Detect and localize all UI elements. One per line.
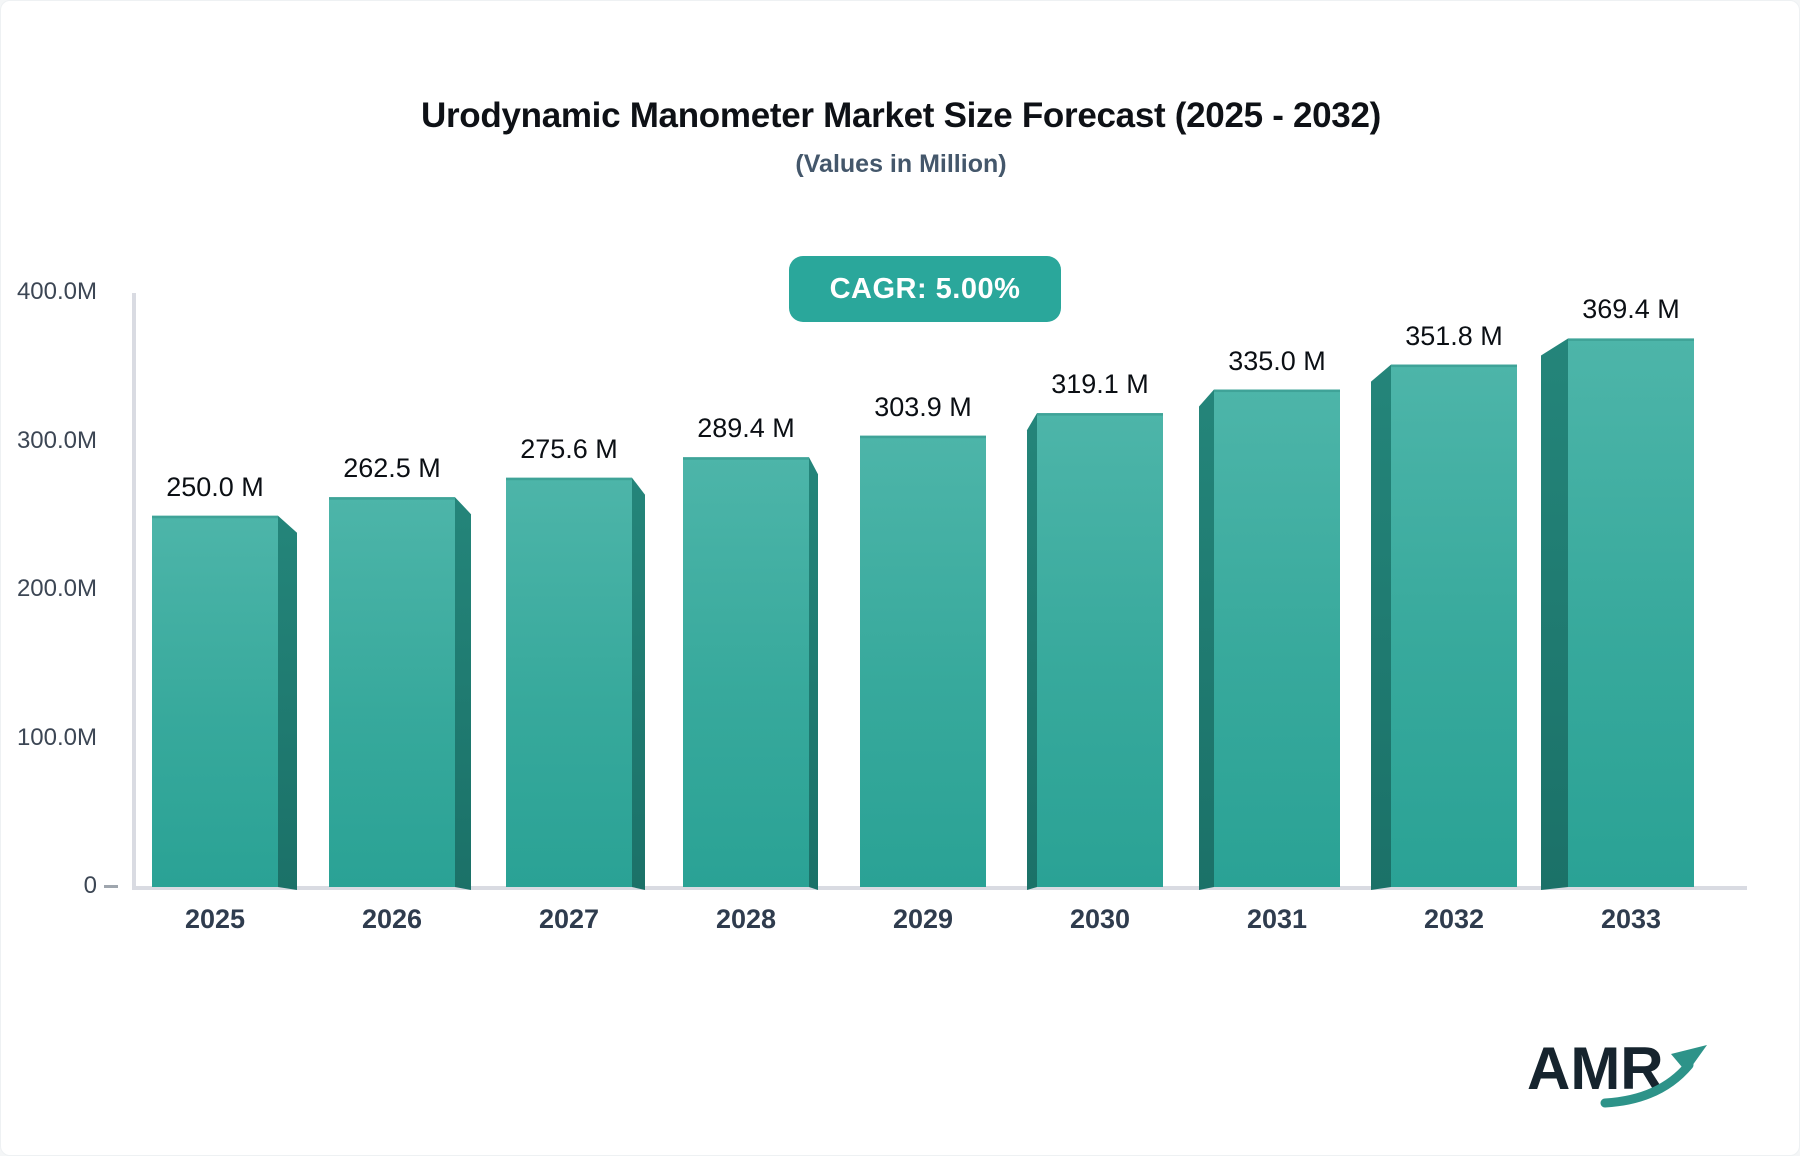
bar-2026[interactable] bbox=[329, 497, 471, 890]
bar-front-face bbox=[860, 435, 986, 887]
bar-value-label-2026: 262.5 M bbox=[343, 453, 441, 484]
bar-value-label-2033: 369.4 M bbox=[1582, 294, 1680, 325]
bar-top-edge bbox=[1037, 413, 1163, 416]
bar-side-face bbox=[1027, 413, 1037, 890]
bar-top-edge bbox=[1391, 364, 1517, 368]
bar-2028[interactable] bbox=[683, 457, 818, 890]
bar-value-label-2030: 319.1 M bbox=[1051, 369, 1149, 400]
bar-front-face bbox=[1568, 338, 1694, 887]
bar-front-face bbox=[683, 457, 809, 887]
bar-2033[interactable] bbox=[1541, 338, 1694, 890]
bar-2032[interactable] bbox=[1371, 364, 1517, 890]
bar-value-label-2032: 351.8 M bbox=[1405, 320, 1503, 351]
y-tick-label-200.0M: 200.0M bbox=[16, 575, 97, 602]
chart-subtitle: (Values in Million) bbox=[795, 150, 1007, 178]
x-tick-label-2032: 2032 bbox=[1423, 904, 1485, 934]
bar-front-face bbox=[1391, 364, 1517, 887]
bar-front-face bbox=[506, 477, 632, 887]
bar-value-label-2027: 275.6 M bbox=[520, 433, 618, 464]
y-tick-label-300.0M: 300.0M bbox=[16, 426, 97, 454]
bar-value-label-2025: 250.0 M bbox=[166, 471, 264, 502]
x-tick-label-2027: 2027 bbox=[538, 904, 600, 934]
bar-top-edge bbox=[329, 497, 455, 500]
bar-side-face bbox=[1199, 389, 1214, 890]
x-tick-label-2026: 2026 bbox=[361, 904, 423, 934]
amr-logo-text: AMR bbox=[1527, 1035, 1664, 1102]
bar-2027[interactable] bbox=[506, 477, 645, 890]
x-tick-label-2025: 2025 bbox=[184, 904, 246, 934]
bar-front-face bbox=[152, 515, 278, 887]
bar-side-face bbox=[1371, 364, 1391, 890]
bar-value-label-2029: 303.9 M bbox=[874, 391, 972, 422]
bar-side-face bbox=[455, 497, 471, 890]
y-tick-label-100.0M: 100.0M bbox=[16, 723, 97, 751]
bar-2025[interactable] bbox=[152, 515, 297, 890]
bar-top-edge bbox=[1214, 389, 1340, 393]
bar-2030[interactable] bbox=[1027, 413, 1163, 890]
y-zero-tick-dash bbox=[104, 885, 118, 888]
bar-value-label-2031: 335.0 M bbox=[1228, 345, 1326, 376]
bar-side-face bbox=[809, 457, 818, 890]
bar-side-face bbox=[632, 477, 645, 890]
y-tick-label-400.0M: 400.0M bbox=[16, 278, 97, 305]
bar-top-edge bbox=[683, 457, 809, 460]
bar-top-edge bbox=[1568, 338, 1694, 341]
amr-logo-arrowhead-icon bbox=[1671, 1045, 1707, 1073]
x-tick-label-2033: 2033 bbox=[1600, 904, 1662, 934]
bar-top-edge bbox=[506, 477, 632, 481]
bar-side-face bbox=[1541, 338, 1568, 890]
x-tick-label-2030: 2030 bbox=[1069, 904, 1131, 934]
bar-top-edge bbox=[152, 515, 278, 519]
x-tick-label-2031: 2031 bbox=[1246, 904, 1308, 934]
amr-logo-arrow bbox=[1600, 1060, 1694, 1108]
axes bbox=[132, 293, 1747, 890]
bar-2029[interactable] bbox=[860, 435, 986, 887]
y-tick-label-0: 0 bbox=[83, 872, 97, 899]
chart-title: Urodynamic Manometer Market Size Forecas… bbox=[421, 96, 1381, 135]
x-tick-label-2029: 2029 bbox=[892, 904, 954, 934]
bar-front-face bbox=[329, 497, 455, 887]
bar-top-edge bbox=[860, 435, 986, 439]
bar-value-label-2028: 289.4 M bbox=[697, 413, 795, 444]
amr-logo: AMR bbox=[1527, 1035, 1707, 1108]
bar-2031[interactable] bbox=[1199, 389, 1340, 890]
bar-front-face bbox=[1037, 413, 1163, 887]
bar-side-face bbox=[278, 515, 297, 890]
x-axis-line bbox=[132, 886, 1747, 890]
y-axis-line bbox=[132, 293, 136, 890]
cagr-badge: CAGR: 5.00% bbox=[789, 256, 1061, 322]
x-tick-label-2028: 2028 bbox=[715, 904, 777, 934]
bar-front-face bbox=[1214, 389, 1340, 887]
